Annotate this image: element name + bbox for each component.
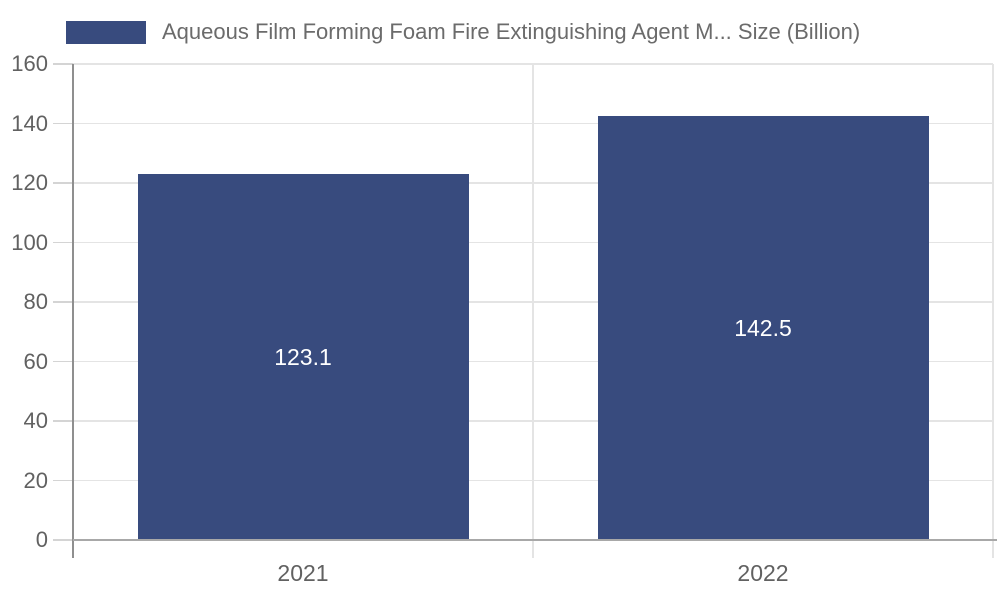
y-axis-tick — [53, 420, 73, 422]
legend-label: Aqueous Film Forming Foam Fire Extinguis… — [162, 19, 861, 44]
y-axis-tick — [53, 360, 73, 363]
y-axis-tick — [53, 241, 73, 244]
y-axis-tick-label: 100 — [11, 229, 48, 255]
y-axis-tick-label: 0 — [35, 527, 48, 552]
y-axis-tick-label: 80 — [23, 289, 48, 314]
legend-item[interactable]: Aqueous Film Forming Foam Fire Extinguis… — [66, 17, 860, 47]
bar-value-label: 142.5 — [734, 315, 792, 342]
legend-swatch — [66, 20, 146, 44]
y-axis-tick — [53, 182, 73, 184]
gridline-vertical — [992, 64, 994, 558]
x-axis-line — [73, 539, 997, 541]
y-axis-tick-label: 40 — [23, 408, 48, 433]
x-axis-category-label: 2021 — [277, 560, 329, 586]
y-axis-tick — [53, 301, 73, 303]
bar-2022 — [597, 116, 929, 539]
x-axis-category-label: 2022 — [737, 560, 789, 586]
y-axis-tick-label: 160 — [11, 51, 48, 76]
y-axis-tick-label: 140 — [11, 110, 48, 136]
bar-2021 — [137, 173, 469, 539]
y-axis-tick-label: 120 — [11, 170, 48, 195]
y-axis-tick — [53, 122, 73, 125]
y-axis-tick — [53, 479, 73, 482]
y-axis-tick — [53, 539, 73, 541]
y-axis-tick — [53, 63, 73, 65]
y-axis-line — [72, 64, 74, 558]
gridline-vertical — [532, 64, 534, 558]
y-axis-tick-label: 20 — [23, 467, 48, 493]
bar-value-label: 123.1 — [274, 343, 332, 370]
y-axis-tick-label: 60 — [23, 348, 48, 374]
